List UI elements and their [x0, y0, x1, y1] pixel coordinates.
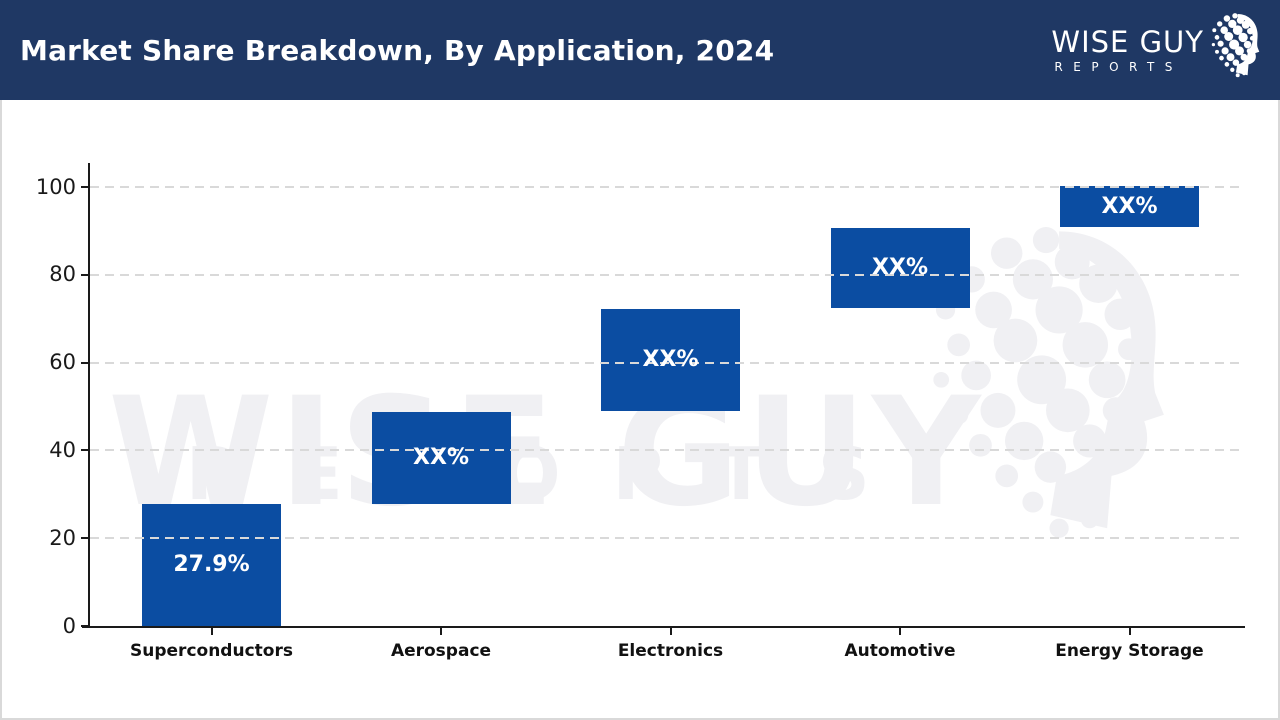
wiseguy-logo: WISE GUY REPORTS	[1051, 10, 1262, 90]
y-tick	[81, 361, 88, 364]
x-tick-label: Electronics	[617, 641, 724, 661]
y-tick-label: 40	[49, 437, 76, 462]
y-tick	[81, 537, 88, 540]
chart-title: Market Share Breakdown, By Application, …	[20, 33, 775, 67]
bar-segment	[371, 412, 511, 504]
logo-name-text: WISE GUY	[1051, 24, 1204, 59]
bar-value-label: 27.9%	[173, 551, 250, 577]
x-tick-label: Superconductors	[130, 641, 293, 661]
y-tick-label: 20	[49, 525, 76, 550]
x-tick	[440, 628, 442, 635]
header-bar: Market Share Breakdown, By Application, …	[0, 0, 1280, 100]
x-tick	[669, 628, 672, 635]
gridline	[90, 449, 1244, 452]
x-tick-label: Aerospace	[390, 641, 492, 661]
wiseguy-head-icon	[1211, 13, 1260, 78]
bar-value-label: XX%	[413, 445, 469, 471]
x-tick	[899, 628, 901, 635]
x-tick	[1128, 628, 1131, 635]
gridline	[90, 273, 1244, 276]
x-tick-label: Automotive	[844, 641, 956, 661]
bar-segment	[601, 308, 740, 412]
bar-segment	[1060, 186, 1199, 228]
x-tick	[210, 628, 213, 635]
bar-value-label: XX%	[872, 254, 928, 280]
y-tick	[81, 186, 88, 189]
gridline	[90, 361, 1244, 364]
y-tick-label: 80	[49, 262, 76, 287]
y-tick-label: 100	[35, 174, 76, 199]
logo-subtitle-text: REPORTS	[1054, 59, 1183, 74]
wiseguy-wordmark: WISE GUY REPORTS	[1051, 24, 1204, 74]
gridline	[90, 186, 1244, 189]
bar-value-label: XX%	[642, 347, 699, 373]
y-axis-spine	[88, 163, 90, 628]
y-tick-label: 0	[62, 613, 76, 638]
y-tick	[81, 273, 88, 276]
x-axis-spine	[82, 626, 1245, 628]
x-tick-label: Energy Storage	[1055, 641, 1204, 661]
bar-segment	[142, 503, 281, 626]
chart-area: WISE GUY REPORTS 0 20 40 60 80 100 27.9% Superc…	[0, 100, 1280, 718]
y-tick	[81, 449, 88, 452]
y-tick-label: 60	[49, 350, 76, 375]
bar-value-label: XX%	[1101, 193, 1158, 219]
gridline	[90, 537, 1244, 540]
